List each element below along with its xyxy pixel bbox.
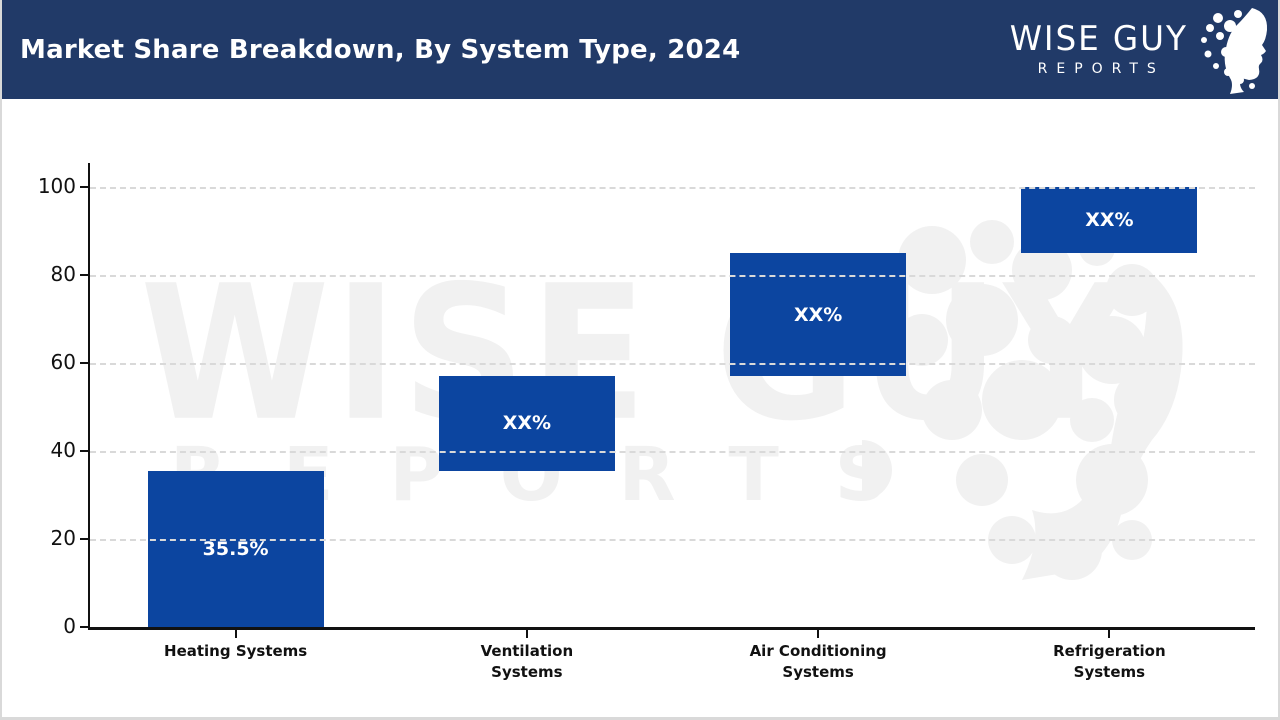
gridline-80	[90, 275, 1255, 277]
y-axis-label-80: 80	[50, 262, 76, 286]
brand-logo-text: WISE GUY REPORTS	[1006, 22, 1192, 77]
x-axis-label-heating-systems: Heating Systems	[164, 642, 308, 660]
bar-value-label: XX%	[1085, 209, 1134, 231]
y-axis-label-60: 60	[50, 350, 76, 374]
y-tickmark	[80, 450, 88, 452]
y-axis-spine	[88, 163, 90, 630]
y-axis-label-40: 40	[50, 438, 76, 462]
brand-logo: WISE GUY REPORTS	[1006, 6, 1278, 94]
chart-title: Market Share Breakdown, By System Type, …	[20, 34, 741, 65]
bar-heating-systems: 35.5%	[147, 470, 324, 627]
x-axis-label-ventilation-systems: Ventilation Systems	[480, 642, 574, 681]
gridline-100	[90, 187, 1255, 189]
y-tickmark	[80, 538, 88, 540]
bar-value-label: XX%	[502, 412, 552, 435]
x-axis-label-air-conditioning-systems: Air Conditioning Systems	[749, 642, 887, 681]
bar-refrigeration-systems: XX%	[1021, 187, 1198, 253]
gridline-40	[90, 451, 1255, 453]
logo-wordmark: WISE GUY	[1010, 19, 1189, 59]
gridline-20	[90, 539, 1255, 541]
gridline-60	[90, 363, 1255, 365]
bar-ventilation-systems: XX%	[438, 376, 615, 471]
y-axis-label-100: 100	[37, 174, 76, 198]
bar-air-conditioning-systems: XX%	[730, 253, 907, 377]
y-tickmark	[80, 362, 88, 364]
bar-value-label: XX%	[793, 303, 843, 326]
y-axis-label-20: 20	[50, 526, 76, 550]
x-tickmark	[525, 630, 528, 638]
x-tickmark	[234, 630, 237, 638]
bar-value-label: 35.5%	[202, 537, 269, 560]
plot-area: 35.5% XX% XX% XX%	[90, 163, 1255, 627]
y-tickmark	[80, 274, 88, 276]
header-bar: Market Share Breakdown, By System Type, …	[2, 0, 1278, 99]
x-axis-spine	[88, 627, 1255, 630]
logo-head-icon	[1201, 7, 1268, 94]
logo-subtext: REPORTS	[1037, 61, 1165, 77]
x-tickmark	[1108, 630, 1111, 638]
y-axis-label-0: 0	[63, 614, 76, 638]
x-tickmark	[817, 630, 820, 638]
y-tickmark	[80, 186, 88, 188]
x-axis-label-refrigeration-systems: Refrigeration Systems	[1053, 642, 1166, 681]
y-tickmark	[80, 626, 88, 628]
